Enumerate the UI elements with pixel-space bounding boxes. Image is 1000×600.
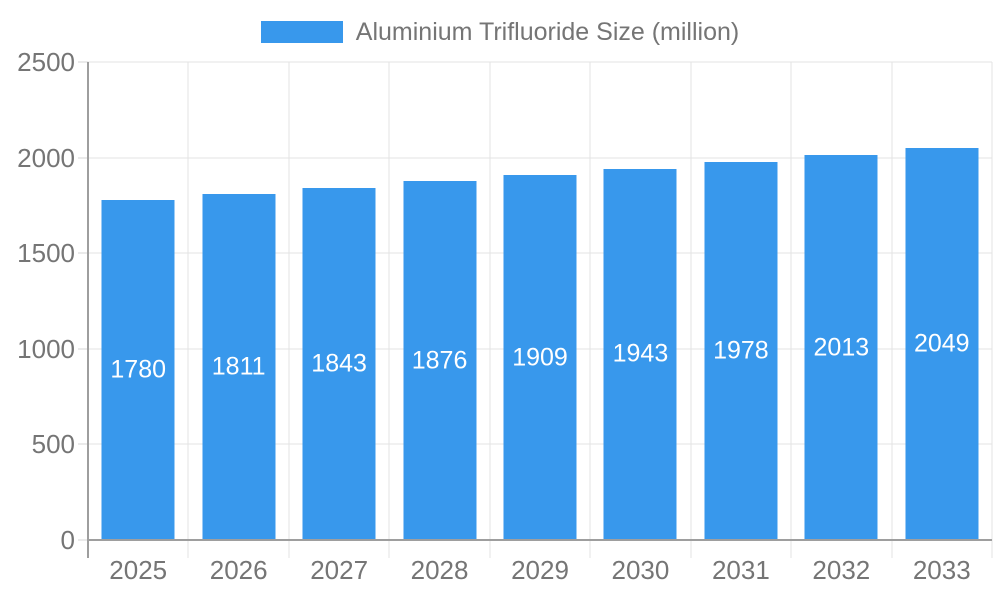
bar-2029[interactable] xyxy=(503,175,577,540)
bar-value-label: 1909 xyxy=(512,343,568,371)
legend-label: Aluminium Trifluoride Size (million) xyxy=(355,18,740,46)
y-axis-tick xyxy=(78,539,88,541)
y-axis-line xyxy=(87,62,89,558)
vertical-gridline xyxy=(489,62,491,558)
y-axis-tick-label: 2000 xyxy=(17,142,75,173)
vertical-gridline xyxy=(991,62,993,558)
x-axis-tick-label: 2031 xyxy=(711,555,770,585)
bar-2031[interactable] xyxy=(704,161,778,540)
y-axis-tick-label: 2500 xyxy=(17,47,75,77)
horizontal-gridline xyxy=(88,61,992,63)
x-axis-tick-label: 2033 xyxy=(912,555,971,585)
plot-area: 0 500 1000 1500 2000 2500 1780 2025 1811 2026 1843… xyxy=(17,49,993,583)
y-axis-tick-label: 500 xyxy=(31,429,75,460)
vertical-gridline xyxy=(187,62,189,558)
vertical-gridline xyxy=(288,62,290,558)
bar-2026[interactable] xyxy=(202,193,276,540)
x-axis-line xyxy=(88,539,992,541)
bar-value-label: 1876 xyxy=(411,346,468,375)
bar-value-label: 2049 xyxy=(913,329,970,358)
y-axis-tick xyxy=(78,252,88,254)
bar-2033[interactable] xyxy=(905,148,979,540)
x-axis-tick-label: 2029 xyxy=(511,555,569,585)
x-axis-tick-label: 2028 xyxy=(410,555,469,585)
x-axis-tick-label: 2026 xyxy=(209,555,268,585)
vertical-gridline xyxy=(388,62,390,558)
y-axis-tick xyxy=(78,61,88,63)
bar-2032[interactable] xyxy=(804,155,878,540)
legend-swatch xyxy=(260,21,343,43)
bar-value-label: 1978 xyxy=(713,336,769,365)
vertical-gridline xyxy=(790,62,792,558)
bar-value-label: 2013 xyxy=(813,333,870,362)
x-axis-tick-label: 2032 xyxy=(812,555,871,585)
y-axis-tick-label: 0 xyxy=(60,525,75,555)
vertical-gridline xyxy=(589,62,591,558)
x-axis-tick-label: 2030 xyxy=(611,555,670,585)
y-axis-tick xyxy=(78,443,88,445)
bar-value-label: 1843 xyxy=(311,349,367,378)
y-axis-tick xyxy=(78,157,88,159)
horizontal-gridline xyxy=(88,157,992,159)
vertical-gridline xyxy=(690,62,692,558)
bar-2025[interactable] xyxy=(101,199,175,540)
bar-2027[interactable] xyxy=(302,187,376,540)
x-axis-tick-label: 2027 xyxy=(310,555,369,585)
bar-2030[interactable] xyxy=(603,168,677,540)
y-axis-tick xyxy=(78,348,88,350)
bar-2028[interactable] xyxy=(403,181,477,540)
bar-value-label: 1780 xyxy=(110,355,167,384)
y-axis-tick-label: 1000 xyxy=(17,333,75,364)
x-axis-tick-label: 2025 xyxy=(109,555,168,585)
bar-value-label: 1811 xyxy=(211,352,266,381)
y-axis-tick-label: 1500 xyxy=(17,238,75,269)
vertical-gridline xyxy=(891,62,893,558)
legend[interactable]: Aluminium Trifluoride Size (million) xyxy=(0,19,1000,45)
bar-value-label: 1943 xyxy=(612,339,669,368)
